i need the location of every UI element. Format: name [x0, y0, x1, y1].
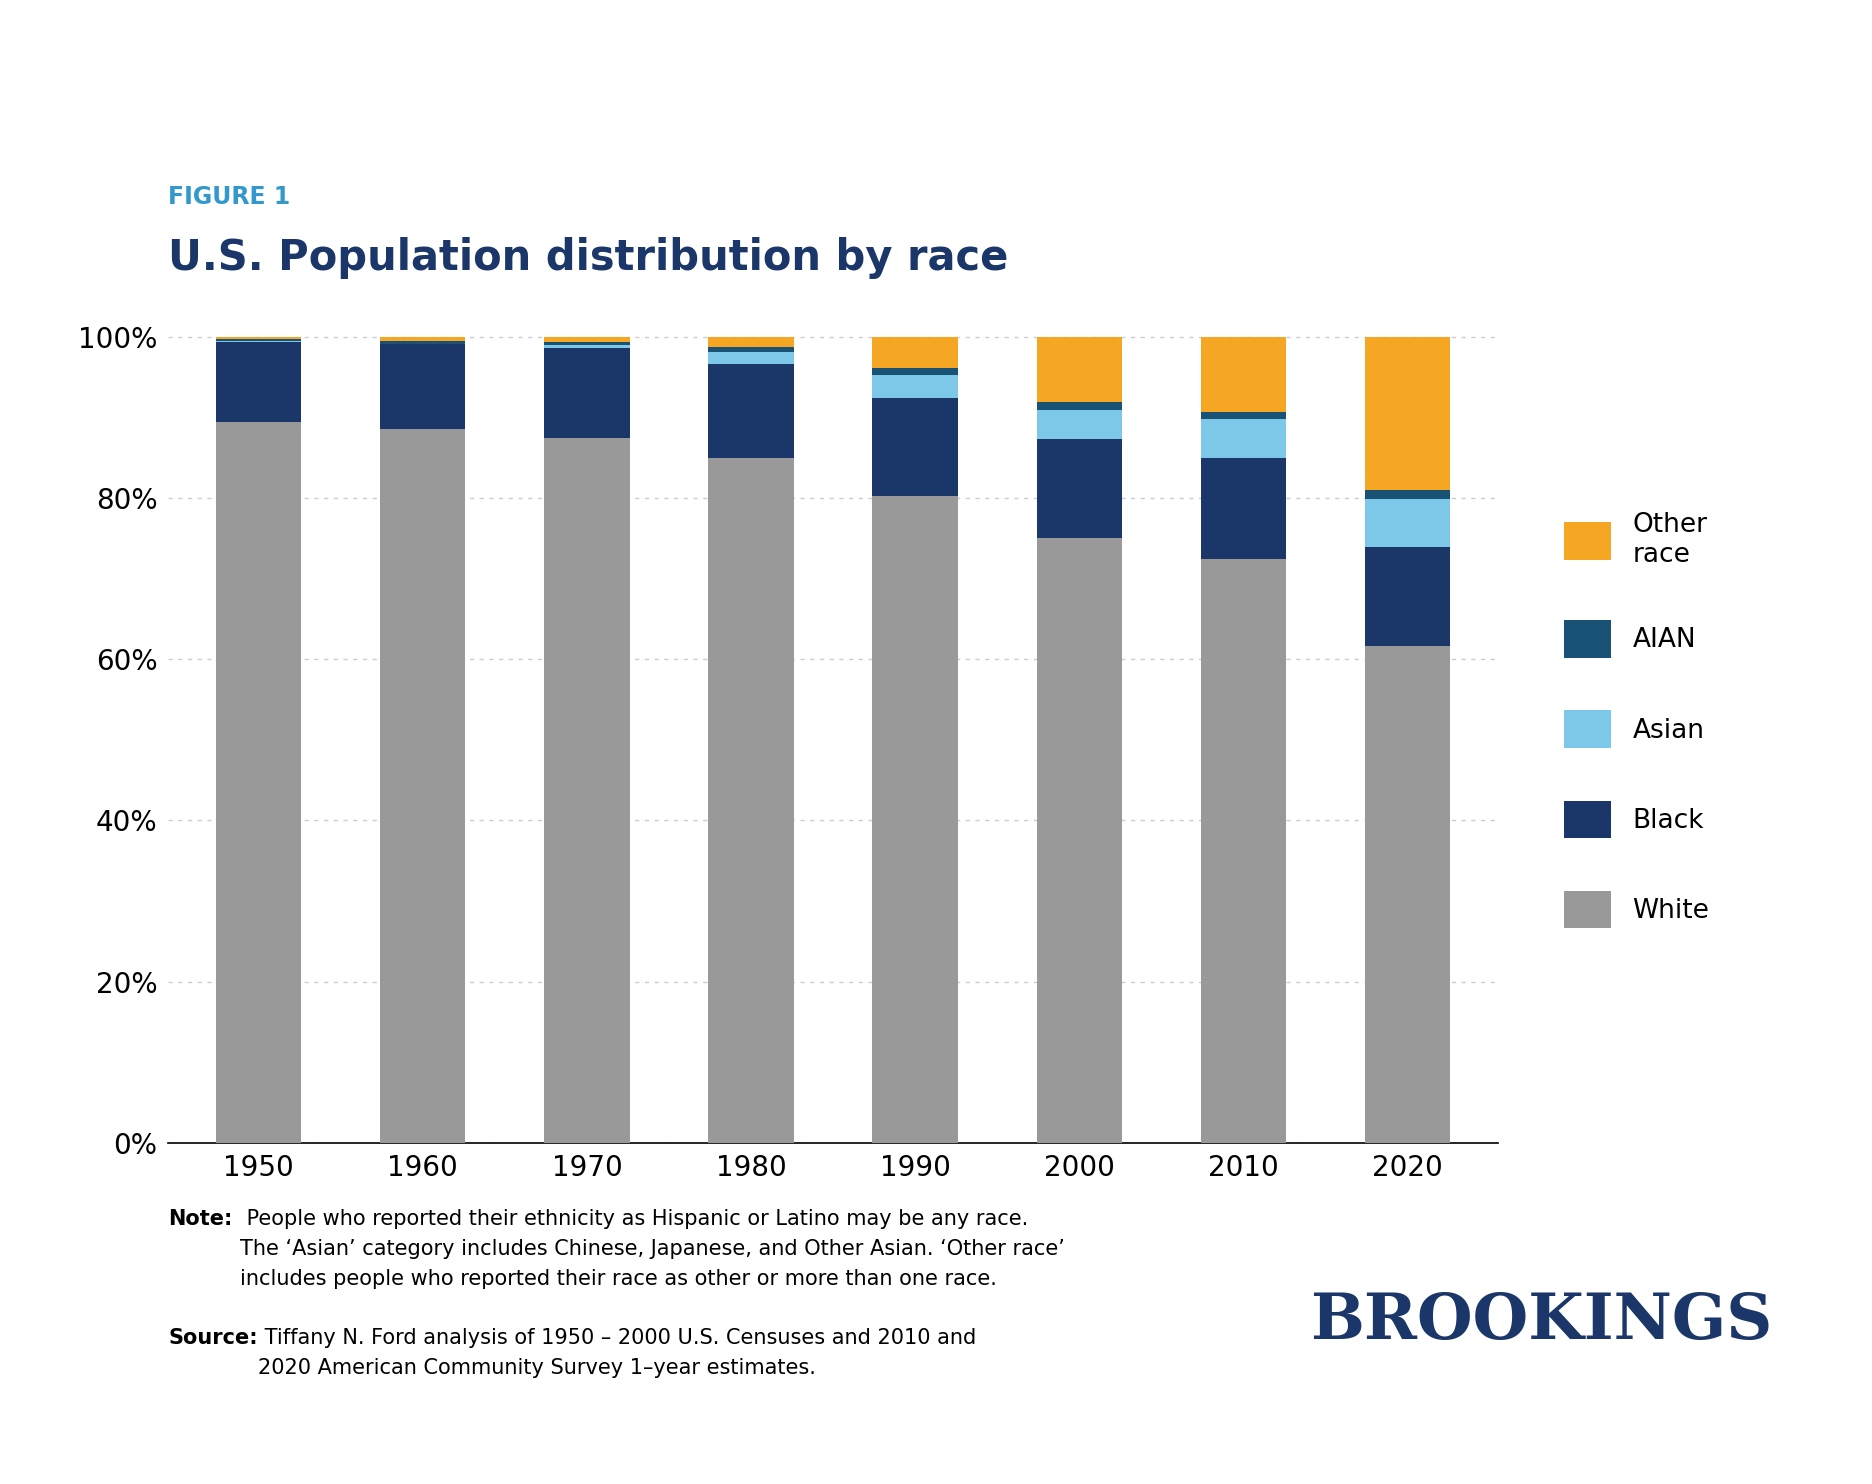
Bar — [545, 349, 629, 438]
Text: People who reported their ethnicity as Hispanic or Latino may be any race.
The ‘: People who reported their ethnicity as H… — [240, 1209, 1065, 1288]
Bar — [872, 337, 958, 368]
Bar — [545, 341, 629, 346]
Bar — [380, 429, 466, 1143]
Bar — [1365, 499, 1451, 546]
Bar — [872, 368, 958, 375]
Bar — [380, 344, 466, 429]
Text: FIGURE 1: FIGURE 1 — [168, 186, 290, 209]
Bar — [215, 340, 301, 341]
Bar — [1037, 410, 1121, 439]
Bar — [1037, 402, 1121, 410]
Bar — [1200, 559, 1286, 1143]
Bar — [1200, 459, 1286, 559]
Bar — [380, 341, 466, 343]
Bar — [872, 496, 958, 1143]
Bar — [215, 421, 301, 1143]
Text: BROOKINGS: BROOKINGS — [1310, 1291, 1773, 1352]
Bar — [1200, 420, 1286, 459]
Text: Source:: Source: — [168, 1328, 258, 1347]
Bar — [1365, 546, 1451, 647]
Bar — [708, 352, 794, 364]
Bar — [545, 438, 629, 1143]
Bar — [545, 346, 629, 349]
Bar — [1037, 439, 1121, 537]
Bar — [708, 459, 794, 1143]
Bar — [872, 375, 958, 398]
Bar — [1365, 647, 1451, 1143]
Bar — [708, 347, 794, 352]
Legend: Other
race, AIAN, Asian, Black, White: Other race, AIAN, Asian, Black, White — [1563, 512, 1709, 928]
Bar — [1365, 490, 1451, 499]
Bar — [708, 364, 794, 459]
Bar — [872, 398, 958, 496]
Bar — [215, 341, 301, 421]
Bar — [1200, 337, 1286, 413]
Bar — [1037, 337, 1121, 402]
Text: U.S. Population distribution by race: U.S. Population distribution by race — [168, 237, 1009, 279]
Bar — [1037, 537, 1121, 1143]
Bar — [380, 337, 466, 341]
Text: Note:: Note: — [168, 1209, 232, 1229]
Bar — [708, 337, 794, 347]
Text: Tiffany N. Ford analysis of 1950 – 2000 U.S. Censuses and 2010 and
2020 American: Tiffany N. Ford analysis of 1950 – 2000 … — [258, 1328, 977, 1377]
Bar — [1365, 337, 1451, 490]
Bar — [1200, 413, 1286, 420]
Bar — [545, 337, 629, 341]
Bar — [215, 337, 301, 340]
